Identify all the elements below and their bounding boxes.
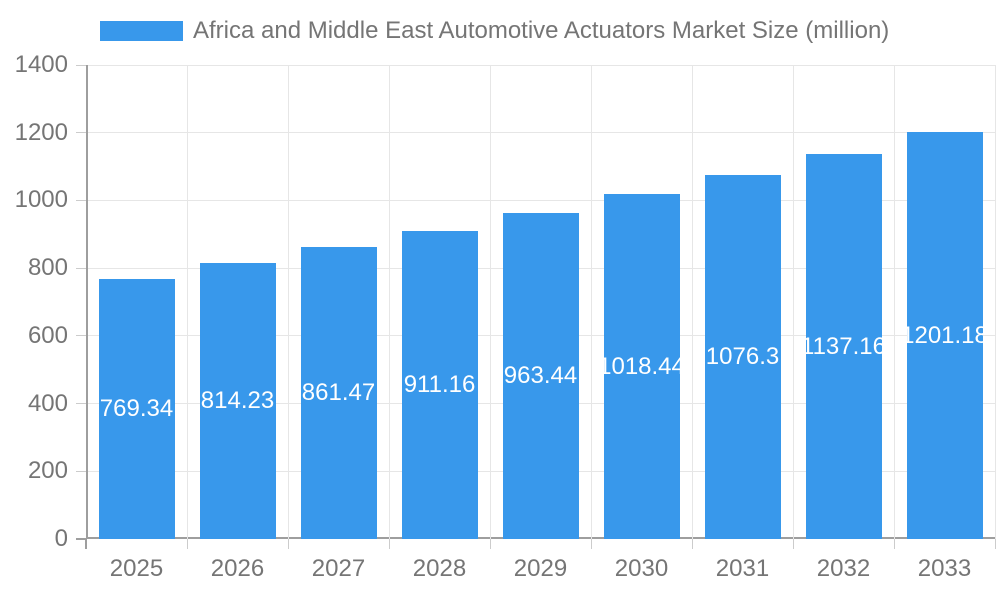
- x-tick-mark: [388, 539, 390, 549]
- x-axis-label: 2033: [917, 555, 972, 582]
- gridline-vertical: [388, 65, 390, 539]
- bar-value-label: 1137.16: [805, 332, 882, 360]
- gridline-vertical: [792, 65, 794, 539]
- x-axis-label: 2032: [816, 555, 871, 582]
- x-axis-label: 2030: [614, 555, 669, 582]
- x-axis-label: 2026: [210, 555, 265, 582]
- bar-value-label: 911.16: [403, 370, 476, 398]
- bar-value-label: 769.34: [99, 394, 174, 422]
- x-tick-mark: [85, 539, 87, 549]
- y-axis-label: 200: [27, 457, 68, 485]
- bar[interactable]: 1201.18: [906, 132, 983, 539]
- x-axis-label: 2028: [412, 555, 467, 582]
- x-axis-label: 2027: [311, 555, 366, 582]
- bar-value-label: 1201.18: [906, 321, 983, 349]
- y-axis-label: 0: [54, 525, 68, 552]
- y-axis-label: 800: [27, 254, 68, 282]
- gridline-vertical: [994, 65, 996, 539]
- bar-value-label: 814.23: [200, 387, 275, 415]
- y-tick-mark: [76, 403, 86, 405]
- gridline-horizontal: [86, 64, 995, 66]
- x-tick-mark: [287, 539, 289, 549]
- bar[interactable]: 769.34: [98, 278, 175, 539]
- y-axis-label: 400: [27, 389, 68, 417]
- chart-title: Africa and Middle East Automotive Actuat…: [193, 17, 890, 44]
- bar-value-label: 861.47: [301, 379, 376, 407]
- gridline-vertical: [186, 65, 188, 539]
- legend-swatch: [100, 21, 183, 41]
- x-tick-mark: [893, 539, 895, 549]
- gridline-horizontal: [86, 132, 995, 134]
- y-tick-mark: [76, 64, 86, 66]
- gridline-vertical: [590, 65, 592, 539]
- x-tick-mark: [489, 539, 491, 549]
- y-tick-mark: [76, 470, 86, 472]
- y-axis-label: 1200: [14, 118, 68, 146]
- bar-value-label: 1076.3: [705, 342, 780, 370]
- gridline-vertical: [86, 65, 88, 539]
- gridline-vertical: [691, 65, 693, 539]
- bar[interactable]: 861.47: [300, 247, 377, 539]
- x-tick-mark: [792, 539, 794, 549]
- gridline-horizontal: [86, 199, 995, 201]
- x-axis-label: 2031: [715, 555, 770, 582]
- bar[interactable]: 1137.16: [805, 154, 882, 539]
- x-axis-label: 2029: [513, 555, 568, 582]
- y-axis-label: 600: [27, 321, 68, 349]
- bar[interactable]: 1076.3: [704, 174, 781, 539]
- bar[interactable]: 911.16: [401, 230, 478, 539]
- y-tick-mark: [76, 132, 86, 134]
- gridline-vertical: [287, 65, 289, 539]
- bar[interactable]: 963.44: [502, 212, 579, 539]
- y-tick-mark: [76, 335, 86, 337]
- x-axis-label: 2025: [109, 555, 164, 582]
- y-tick-mark: [76, 267, 86, 269]
- gridline-vertical: [893, 65, 895, 539]
- bar-value-label: 1018.44: [603, 352, 680, 380]
- y-axis-label: 1000: [14, 186, 68, 214]
- x-tick-mark: [691, 539, 693, 549]
- bar-value-label: 963.44: [503, 361, 578, 389]
- plot-area: 769.34 814.23 861.47 911.16 963.44 1018.44 107…: [86, 64, 996, 539]
- bar[interactable]: 814.23: [199, 263, 276, 539]
- y-tick-mark: [76, 199, 86, 201]
- x-tick-mark: [186, 539, 188, 549]
- bar[interactable]: 1018.44: [603, 194, 680, 539]
- x-tick-mark: [590, 539, 592, 549]
- x-tick-mark: [994, 539, 996, 549]
- gridline-vertical: [489, 65, 491, 539]
- y-tick-mark: [76, 538, 86, 540]
- y-axis-label: 1400: [14, 51, 68, 78]
- legend-item[interactable]: Africa and Middle East Automotive Actuat…: [100, 17, 889, 45]
